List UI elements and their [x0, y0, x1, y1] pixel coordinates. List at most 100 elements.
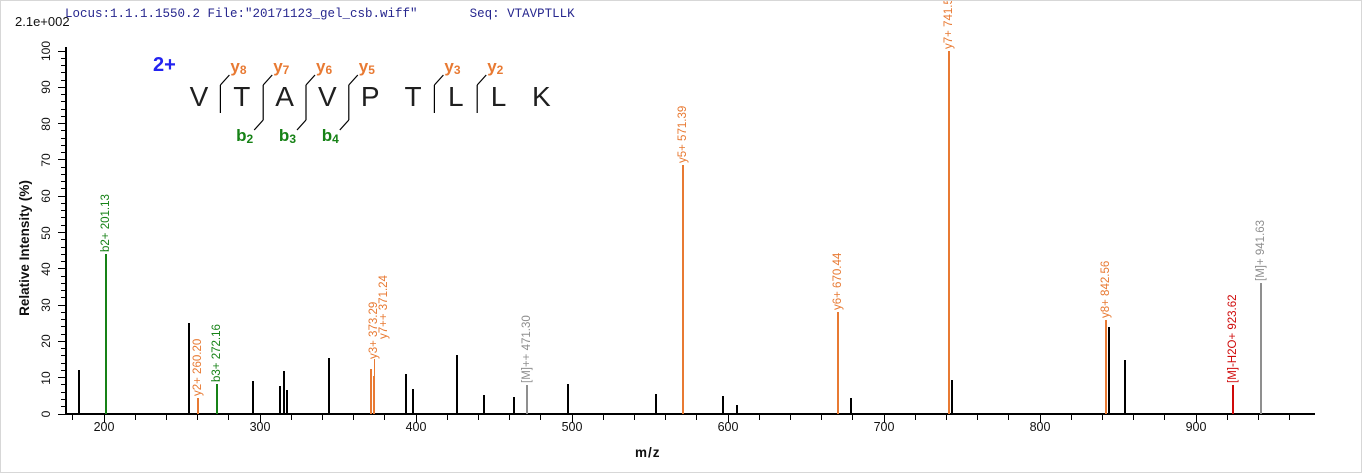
- y-axis-line: [65, 47, 67, 415]
- peak: [1231, 384, 1234, 414]
- x-tick: [1226, 415, 1228, 420]
- y-tick: [61, 261, 65, 263]
- y-tick: [61, 369, 65, 371]
- x-tick: [602, 415, 604, 420]
- x-tick: [883, 415, 885, 423]
- x-tick: [1257, 415, 1259, 420]
- y-tick: [61, 79, 65, 81]
- x-tick: [977, 415, 979, 420]
- peak-label: y6+ 670.44: [831, 253, 844, 311]
- y-tick: [58, 232, 65, 233]
- peak: [373, 375, 376, 414]
- y-tick: [58, 159, 65, 161]
- ion-number: 5: [368, 63, 375, 77]
- y-tick: [61, 130, 65, 132]
- y-tick: [61, 275, 65, 277]
- peptide-residue: T: [404, 81, 422, 112]
- y-tick-label: 50: [39, 225, 53, 240]
- ion-number: 8: [239, 63, 247, 77]
- x-tick: [1008, 415, 1010, 420]
- x-tick: [290, 415, 292, 420]
- y-tick: [61, 115, 65, 117]
- ion-number: 3: [289, 132, 296, 146]
- peak-label: y7+ 741.50: [942, 0, 955, 49]
- x-tick: [228, 415, 230, 420]
- y-tick: [58, 340, 65, 342]
- peak: [278, 386, 281, 414]
- peak: [188, 323, 191, 414]
- y-tick: [61, 362, 65, 364]
- y-tick: [61, 297, 65, 299]
- peak: [251, 381, 254, 414]
- y-tick: [58, 268, 65, 270]
- peptide-residue: V: [318, 81, 337, 112]
- peak-label: [M]++ 471.30: [521, 315, 534, 383]
- y-tick: [61, 333, 65, 335]
- y-tick: [58, 195, 65, 197]
- ion-number: 2: [496, 63, 504, 77]
- x-tick: [665, 415, 667, 420]
- x-tick-label: 800: [1029, 420, 1051, 434]
- x-tick-label: 300: [249, 420, 271, 434]
- peak: [370, 369, 373, 414]
- x-axis-line: [65, 413, 1315, 415]
- peptide-residue: V: [189, 81, 209, 112]
- peak: [412, 388, 415, 414]
- y-ion-label: y7: [273, 57, 290, 77]
- y-tick: [61, 94, 65, 96]
- y-tick-label: 20: [39, 334, 53, 349]
- y-tick-label: 10: [39, 371, 53, 385]
- x-tick: [1289, 415, 1291, 420]
- y-tick: [58, 304, 65, 306]
- x-tick: [1164, 415, 1166, 420]
- y-tick: [58, 123, 65, 125]
- peak: [849, 397, 852, 414]
- peptide-residue: T: [233, 81, 251, 112]
- x-tick: [540, 415, 542, 420]
- x-tick: [633, 415, 635, 420]
- peak-label: [M]-H2O+ 923.62: [1226, 294, 1239, 383]
- y-tick: [58, 50, 65, 52]
- peak: [196, 397, 199, 414]
- y-tick: [61, 108, 65, 110]
- x-tick: [1133, 415, 1135, 420]
- sequence-label: Seq: VTAVPTLLK: [469, 7, 575, 21]
- x-tick-label: 700: [873, 420, 895, 434]
- peptide-residue: L: [490, 81, 507, 112]
- y-tick: [58, 377, 65, 379]
- y-tick-label: 30: [39, 298, 53, 312]
- y-tick: [61, 217, 65, 219]
- locus-file-label: Locus:1.1.1.1550.2 File:"20171123_gel_cs…: [65, 7, 418, 21]
- peak-label: b2+ 201.13: [99, 194, 112, 253]
- x-tick: [509, 415, 511, 420]
- y-ion-label: y8: [230, 57, 247, 77]
- y-tick: [61, 348, 65, 350]
- x-tick-label: 600: [717, 420, 739, 434]
- peak: [950, 379, 953, 414]
- x-tick: [477, 415, 479, 420]
- y-tick-label: 0: [39, 410, 53, 418]
- y-tick: [61, 253, 65, 255]
- peak: [1123, 359, 1126, 414]
- y-tick: [61, 319, 65, 321]
- y-tick: [61, 210, 65, 212]
- x-tick: [914, 415, 916, 420]
- y-tick: [61, 406, 65, 408]
- y-tick: [61, 246, 65, 248]
- x-tick-label: 900: [1185, 420, 1207, 434]
- x-tick: [197, 415, 199, 420]
- y-tick: [61, 101, 65, 103]
- y-tick: [61, 57, 65, 59]
- b-ion-label: b4: [321, 126, 339, 146]
- y-tick: [61, 65, 65, 67]
- peak: [654, 393, 657, 414]
- y-tick: [61, 391, 65, 393]
- y-ion-label: y2: [487, 57, 504, 77]
- peak: [285, 390, 288, 414]
- peptide-residue: P: [360, 81, 380, 112]
- x-tick: [384, 415, 386, 420]
- peak: [947, 51, 950, 414]
- ion-number: 4: [332, 132, 339, 146]
- ion-number: 2: [246, 132, 254, 146]
